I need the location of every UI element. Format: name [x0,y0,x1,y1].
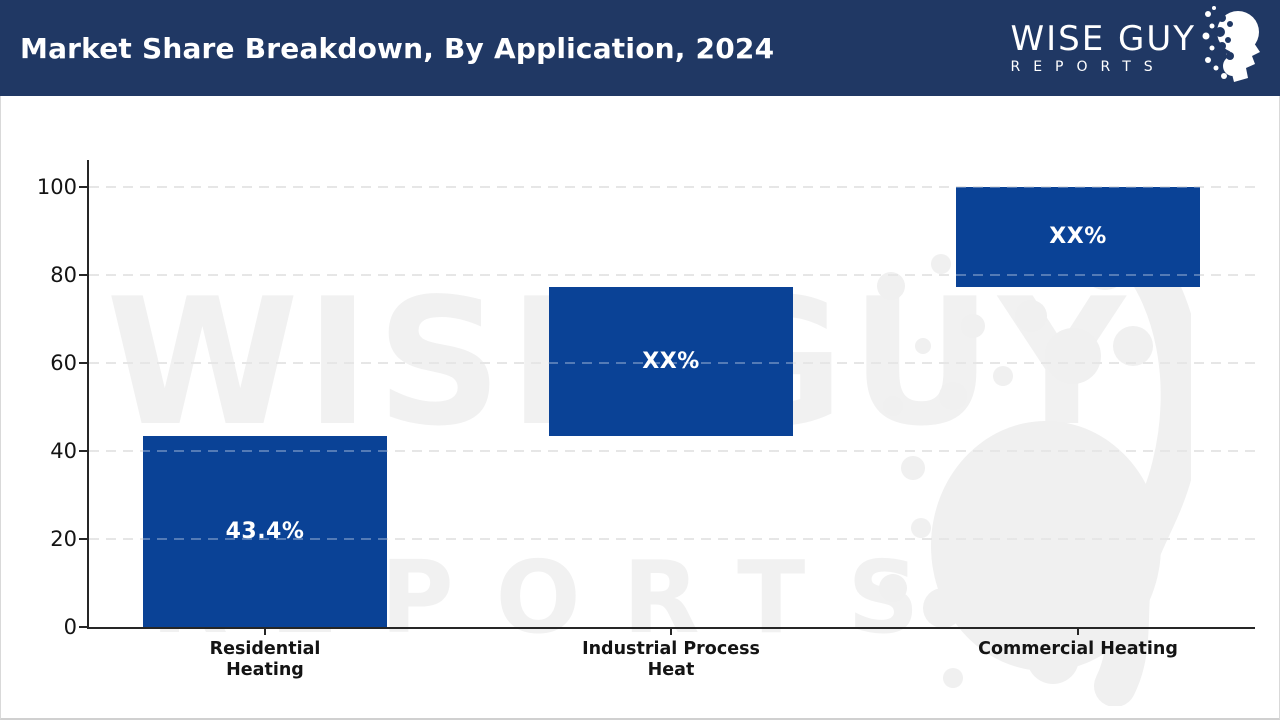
y-tick-label: 100 [36,175,77,199]
gridline [89,186,1255,188]
gridline [89,274,1255,276]
chart-area: WISE GUY REPORTS 02040608010043.4%XX%XX%… [0,96,1280,720]
x-tick [1077,628,1079,635]
y-tick-label: 80 [50,263,77,287]
watermark-face-icon [831,206,1203,710]
bar-value-label: XX% [642,348,700,374]
bar-value-label: 43.4% [225,519,305,544]
y-tick [79,186,88,188]
y-tick [79,538,88,540]
y-tick-label: 40 [50,439,77,463]
y-tick [79,362,88,364]
y-axis [87,160,89,629]
face-logo-icon [1200,4,1262,92]
x-tick-label: Commercial Heating [978,639,1178,659]
y-tick-label: 0 [63,615,77,639]
logo-text: WISE GUY REPORTS [1010,22,1196,74]
gridline-overlay [89,274,1255,276]
header: Market Share Breakdown, By Application, … [0,0,1280,96]
x-tick-label: Residential Heating [209,639,321,680]
y-tick-label: 60 [50,351,77,375]
bar-1: 43.4% [143,436,387,627]
gridline [89,450,1255,452]
y-tick [79,274,88,276]
x-axis [87,627,1255,629]
x-tick-label: Industrial Process Heat [582,639,760,680]
wise-guy-logo: WISE GUY REPORTS [1010,4,1262,92]
bar-3: XX% [956,187,1200,287]
logo-sub: REPORTS [1010,59,1166,75]
y-tick-label: 20 [50,527,77,551]
gridline-overlay [89,362,1255,364]
y-tick [79,450,88,452]
page-title: Market Share Breakdown, By Application, … [20,31,775,65]
x-tick [670,628,672,635]
gridline-overlay [89,450,1255,452]
x-tick [264,628,266,635]
logo-name: WISE GUY [1010,19,1196,59]
bar-value-label: XX% [1049,224,1107,250]
y-tick [79,626,88,628]
gridline [89,538,1255,540]
bar-2: XX% [549,286,793,437]
gridline-overlay [89,538,1255,540]
gridline-overlay [89,186,1255,188]
